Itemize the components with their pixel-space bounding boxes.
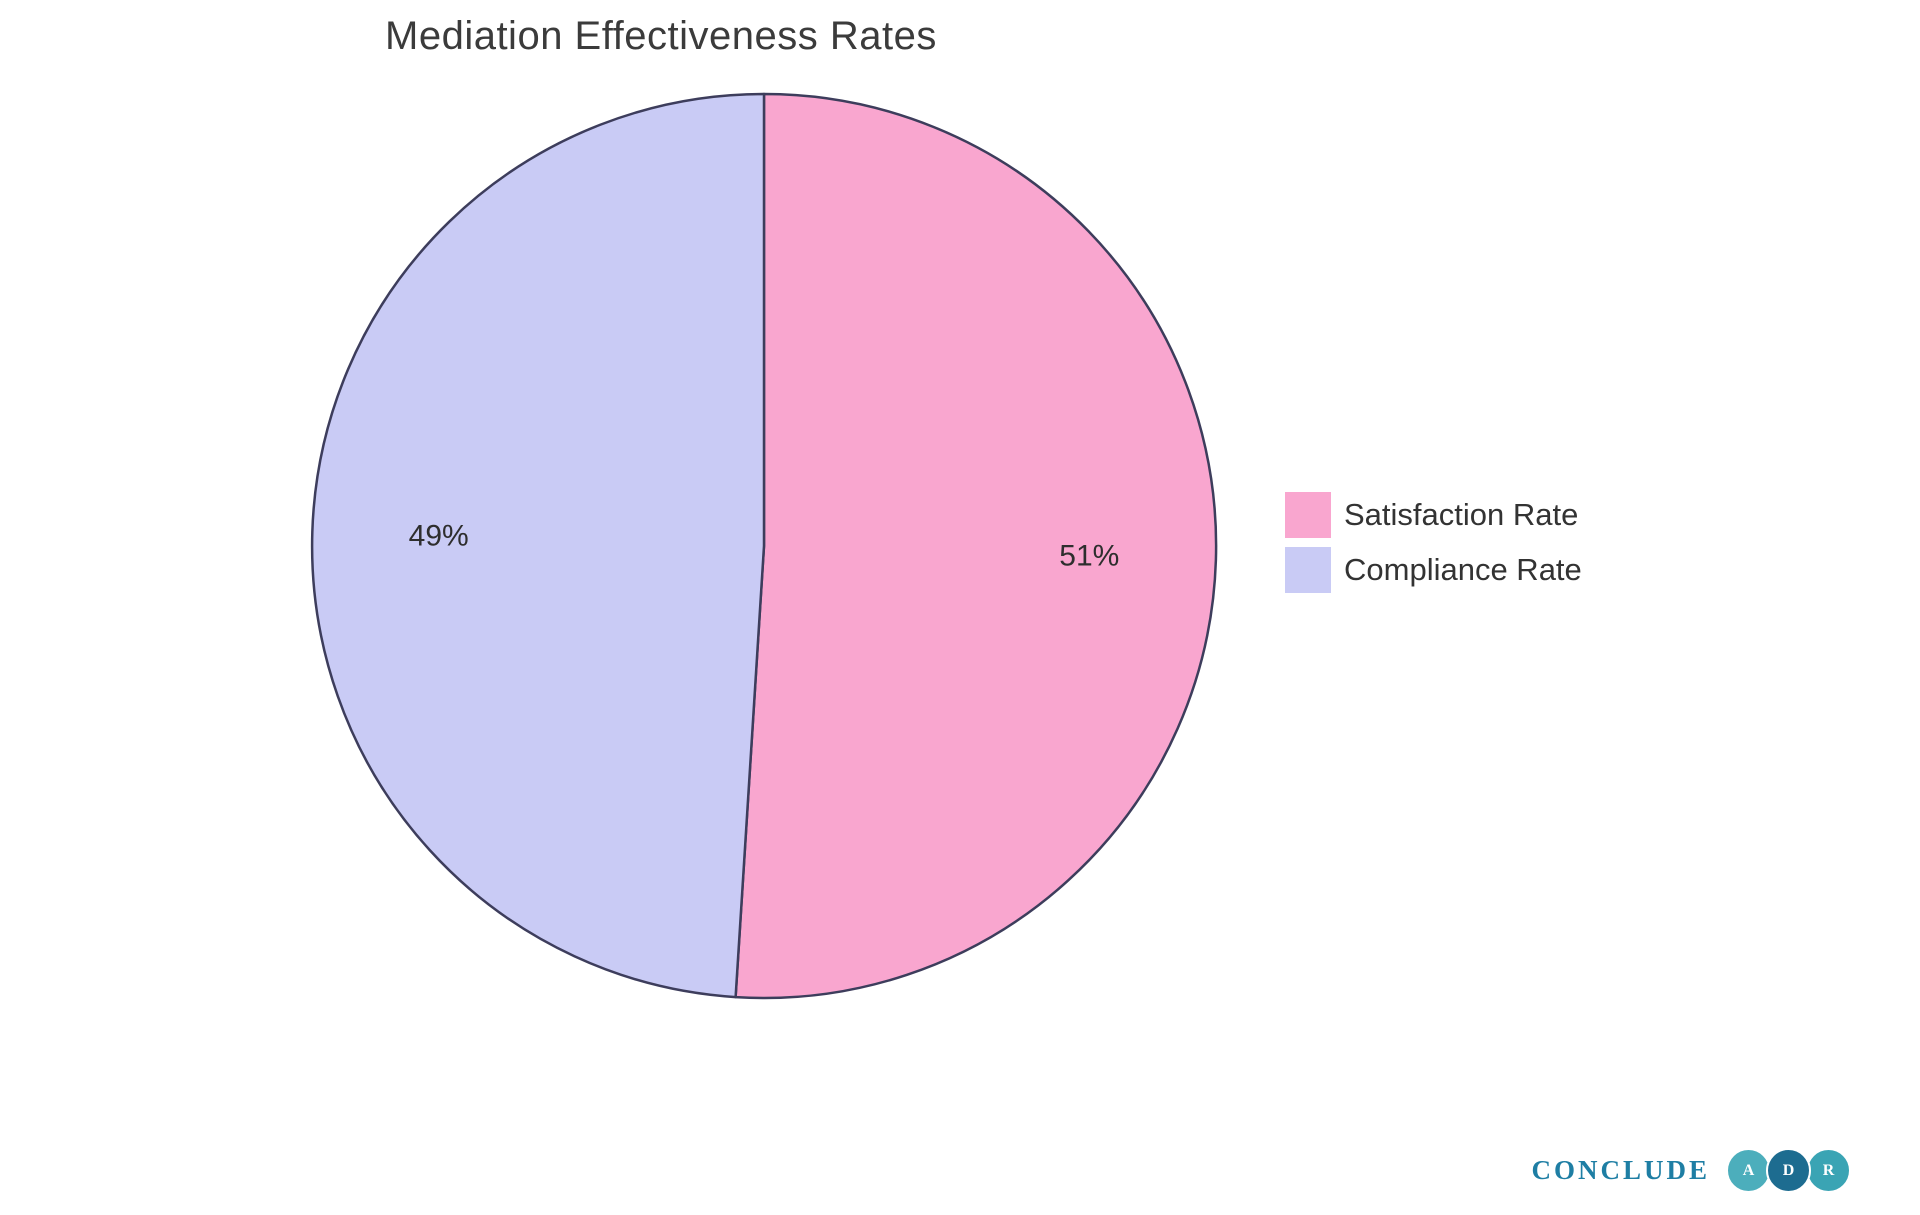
legend-item-compliance-rate[interactable]: Compliance Rate [1285,547,1582,593]
chart-title: Mediation Effectiveness Rates [385,14,937,58]
badge-a-icon: A [1726,1148,1771,1193]
adr-badges: A D R [1726,1148,1851,1193]
conclude-wordmark: CONCLUDE [1531,1155,1710,1185]
branding-logo: CONCLUDE A D R [1531,1148,1851,1193]
legend-swatch-compliance-rate [1285,547,1331,593]
badge-r-icon: R [1806,1148,1851,1193]
legend-swatch-satisfaction-rate [1285,492,1331,538]
badge-d-icon: D [1766,1148,1811,1193]
pie-value-label-satisfaction-rate: 51% [1059,540,1119,573]
legend-label-satisfaction-rate: Satisfaction Rate [1344,497,1579,532]
legend-item-satisfaction-rate[interactable]: Satisfaction Rate [1285,492,1582,538]
pie-slice-compliance-rate[interactable] [310,92,766,999]
legend: Satisfaction Rate Compliance Rate [1285,492,1582,593]
pie-slice-satisfaction-rate[interactable] [734,92,1218,1000]
legend-label-compliance-rate: Compliance Rate [1344,552,1582,587]
pie-value-label-compliance-rate: 49% [409,519,469,552]
